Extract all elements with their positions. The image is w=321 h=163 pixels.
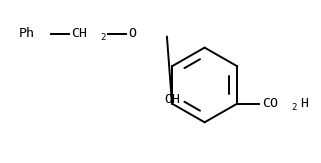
Text: H: H [300, 97, 308, 110]
Text: 2: 2 [100, 33, 106, 42]
Text: CO: CO [262, 97, 278, 110]
Text: CH: CH [71, 27, 87, 40]
Text: 2: 2 [292, 103, 297, 112]
Text: Ph: Ph [19, 27, 35, 40]
Text: OH: OH [164, 93, 180, 106]
Text: O: O [128, 27, 136, 40]
